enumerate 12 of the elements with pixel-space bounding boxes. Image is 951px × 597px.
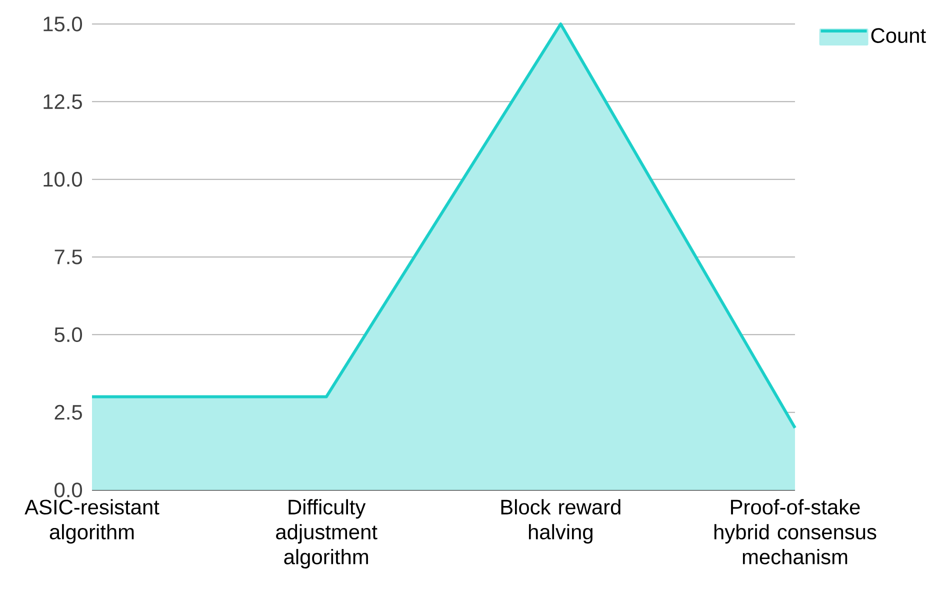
- x-tick-label: Difficulty adjustment algorithm: [276, 499, 378, 568]
- y-tick-label: 7.5: [54, 250, 82, 264]
- y-tick-label: 2.5: [54, 404, 82, 420]
- legend-label: Count: [871, 28, 926, 43]
- x-tick-label: Block reward halving: [501, 499, 620, 544]
- y-tick-label: 15.0: [44, 16, 82, 32]
- y-tick-label: 10.0: [44, 172, 82, 187]
- y-tick-label: 12.5: [44, 94, 82, 110]
- x-tick-label: ASIC-resistant algorithm: [24, 499, 160, 544]
- y-tick-label: 0.0: [54, 482, 82, 498]
- x-tick-label: Proof-of-stake hybrid consensus mechanism: [714, 499, 876, 564]
- y-tick-label: 5.0: [54, 327, 82, 342]
